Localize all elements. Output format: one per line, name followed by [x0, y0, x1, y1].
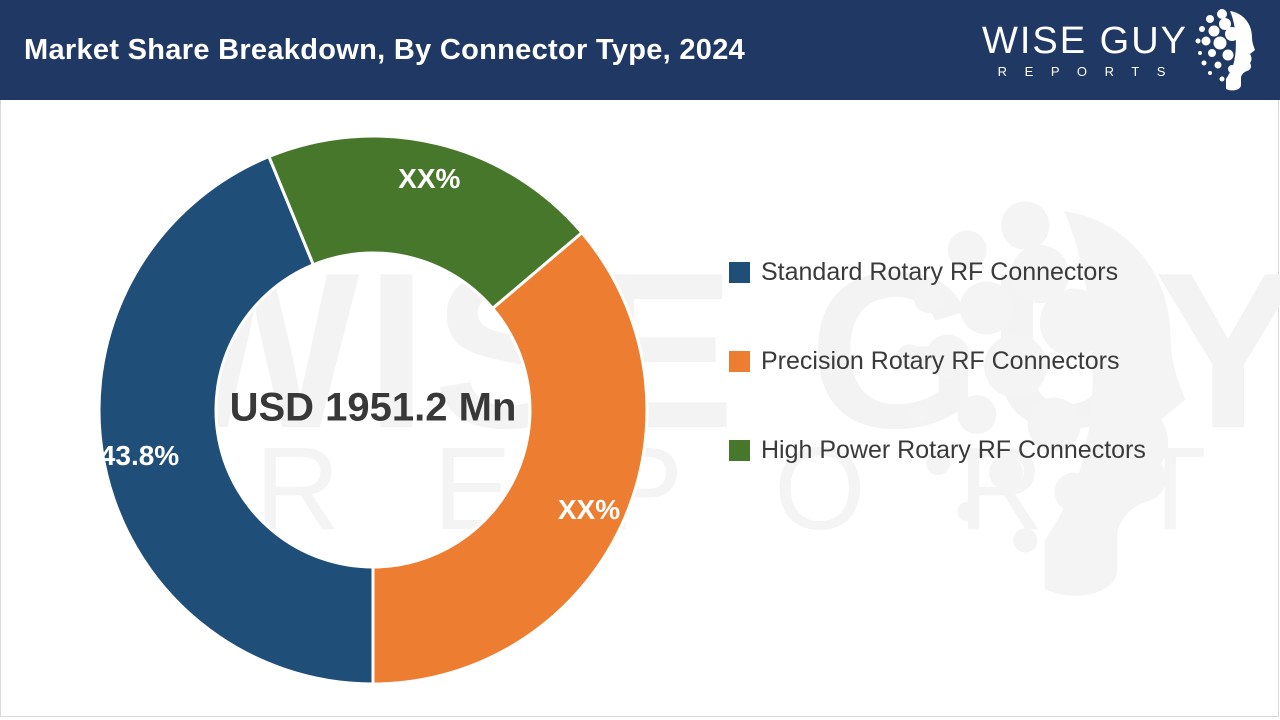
legend-swatch-standard: [729, 262, 750, 283]
header-bar: Market Share Breakdown, By Connector Typ…: [0, 0, 1280, 100]
brand-logo-subname: R E P O R T S: [997, 63, 1173, 79]
legend-label-precision: Precision Rotary RF Connectors: [761, 347, 1120, 375]
legend-label-highpower: High Power Rotary RF Connectors: [761, 436, 1146, 464]
legend-item-precision: Precision Rotary RF Connectors: [729, 347, 1146, 376]
legend-label-standard: Standard Rotary RF Connectors: [761, 258, 1119, 286]
legend-item-standard: Standard Rotary RF Connectors: [729, 258, 1146, 287]
legend-swatch-highpower: [729, 440, 750, 461]
watermark-face-icon: [896, 201, 1186, 596]
legend-swatch-precision: [729, 351, 750, 372]
chart-legend: Standard Rotary RF Connectors Precision …: [729, 258, 1146, 525]
brand-logo: WISE GUY R E P O R T S: [982, 7, 1256, 93]
brand-logo-text: WISE GUY R E P O R T S: [982, 22, 1188, 79]
brand-logo-name: WISE GUY: [981, 19, 1188, 62]
page-title: Market Share Breakdown, By Connector Typ…: [24, 33, 746, 66]
legend-item-highpower: High Power Rotary RF Connectors: [729, 436, 1146, 465]
donut-center-value: USD 1951.2 Mn: [229, 385, 517, 430]
brand-face-icon: [1195, 9, 1255, 91]
